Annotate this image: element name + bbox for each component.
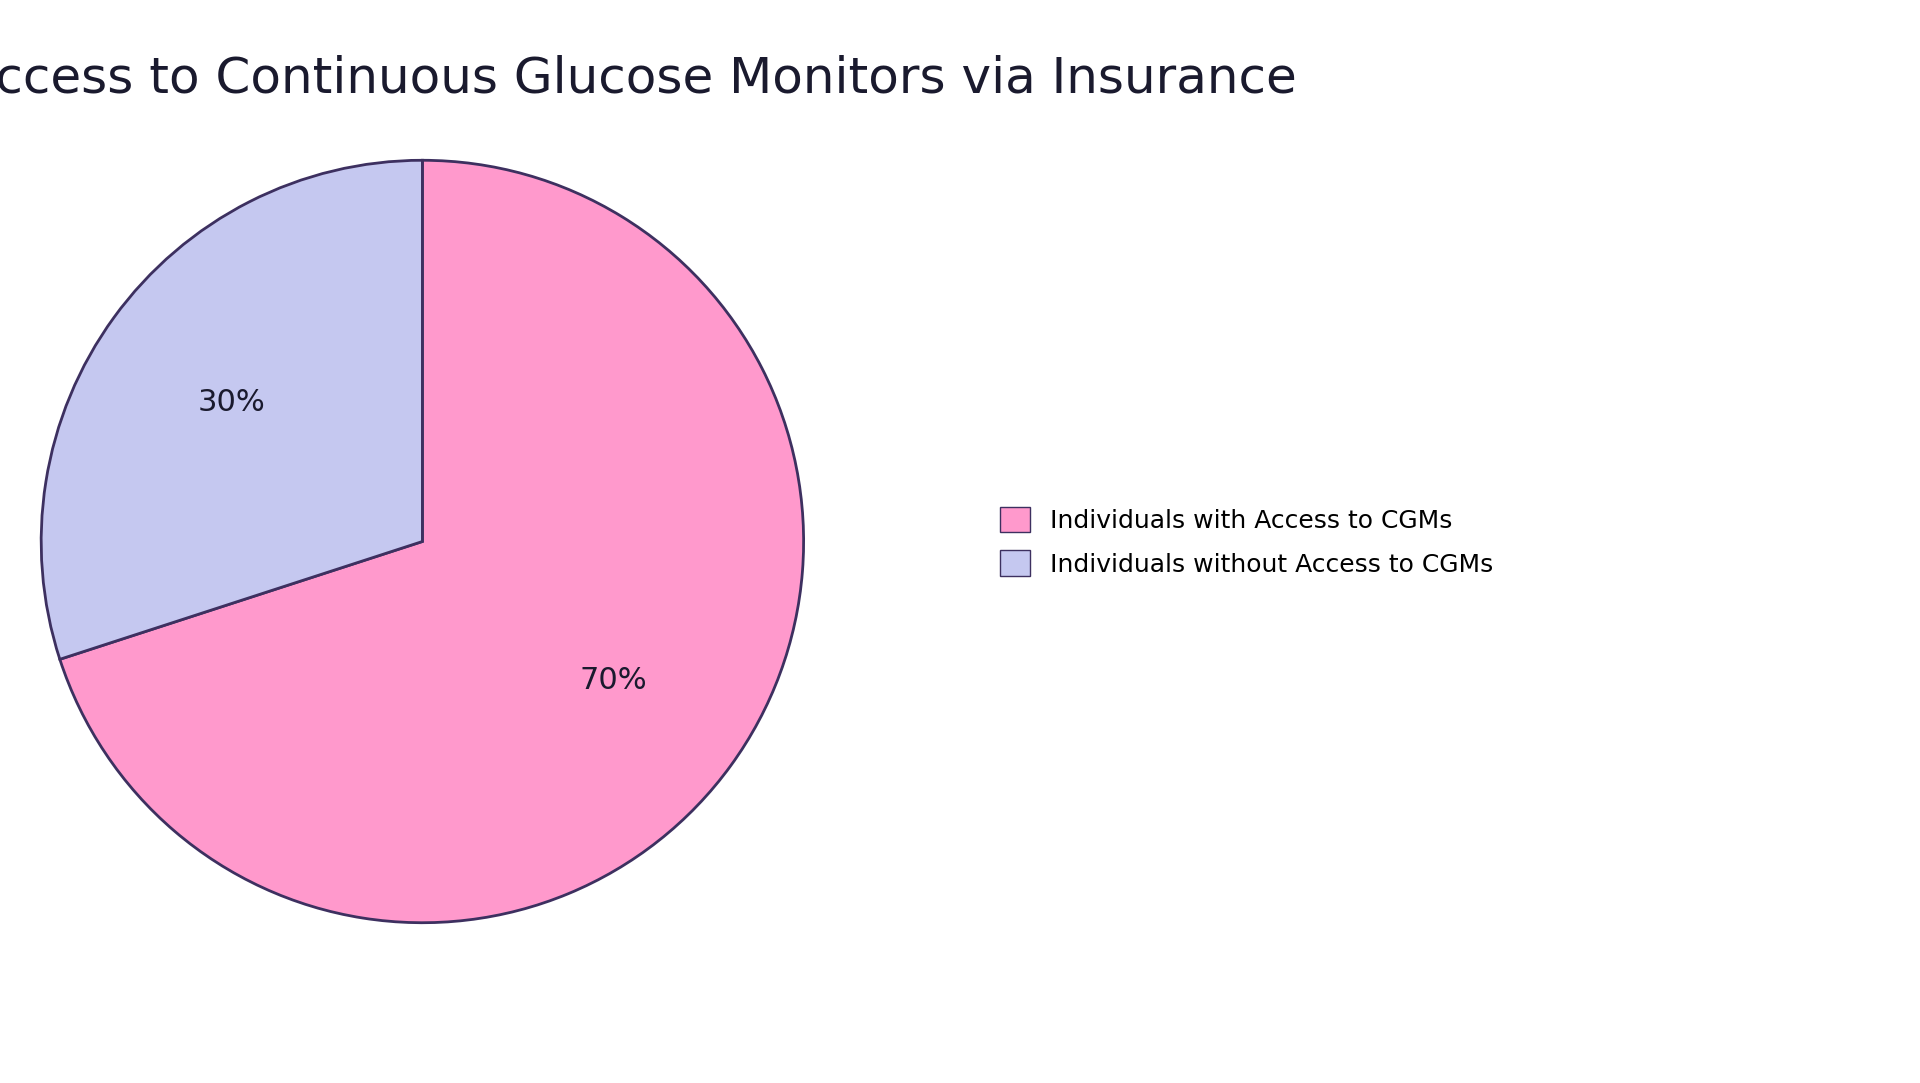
Legend: Individuals with Access to CGMs, Individuals without Access to CGMs: Individuals with Access to CGMs, Individ…	[987, 494, 1505, 589]
Wedge shape	[60, 160, 804, 923]
Text: 70%: 70%	[580, 666, 647, 695]
Text: Access to Continuous Glucose Monitors via Insurance: Access to Continuous Glucose Monitors vi…	[0, 54, 1296, 102]
Text: 30%: 30%	[198, 388, 265, 417]
Wedge shape	[40, 160, 422, 660]
